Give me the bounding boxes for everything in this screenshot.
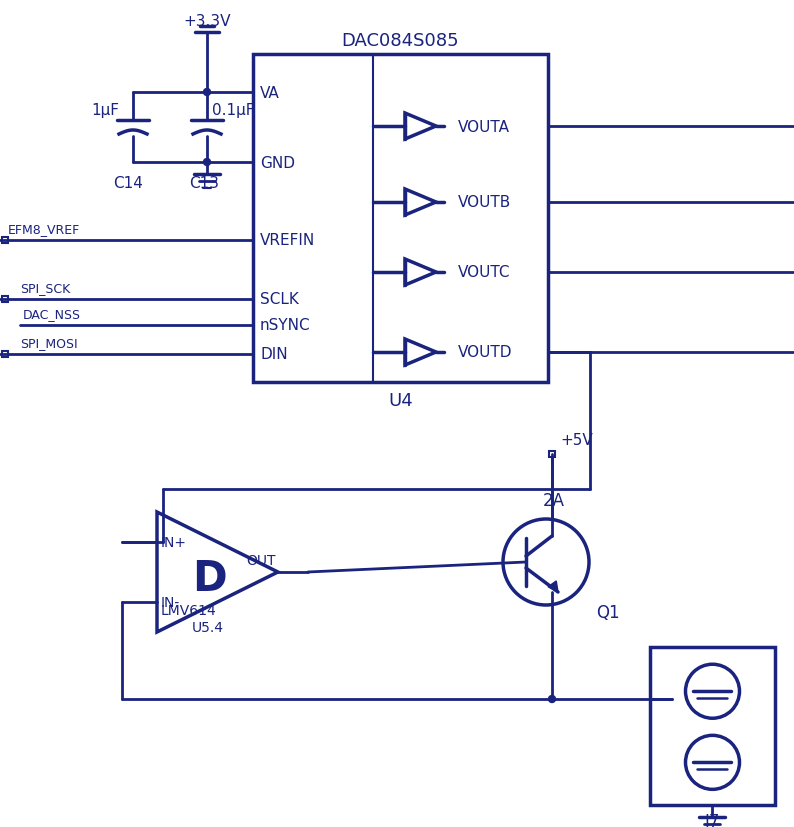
Text: 2A: 2A xyxy=(543,491,565,509)
Circle shape xyxy=(203,89,210,97)
Bar xyxy=(2,297,8,303)
Text: LMV614: LMV614 xyxy=(161,603,217,617)
Text: GND: GND xyxy=(260,155,295,170)
Bar xyxy=(549,452,555,457)
Bar xyxy=(2,237,8,244)
Text: Q1: Q1 xyxy=(596,603,619,621)
Text: U4: U4 xyxy=(388,391,413,409)
Text: OUT: OUT xyxy=(246,553,276,567)
Text: SPI_MOSI: SPI_MOSI xyxy=(20,337,78,350)
Polygon shape xyxy=(405,260,436,285)
Text: DAC_NSS: DAC_NSS xyxy=(23,308,81,321)
Polygon shape xyxy=(548,581,558,592)
Polygon shape xyxy=(157,513,278,632)
Text: C13: C13 xyxy=(189,175,219,190)
Text: VOUTA: VOUTA xyxy=(458,119,510,134)
Text: +5V: +5V xyxy=(560,433,593,448)
Polygon shape xyxy=(405,340,436,366)
Circle shape xyxy=(549,696,556,703)
Bar xyxy=(650,648,775,805)
Text: DAC084S085: DAC084S085 xyxy=(341,32,459,50)
Polygon shape xyxy=(405,114,436,140)
Text: EFM8_VREF: EFM8_VREF xyxy=(8,223,80,237)
Text: VA: VA xyxy=(260,85,279,100)
Text: U5.4: U5.4 xyxy=(192,620,224,634)
Bar xyxy=(253,55,548,383)
Text: 1μF: 1μF xyxy=(91,103,119,118)
Text: SPI_SCK: SPI_SCK xyxy=(20,282,70,295)
Text: DIN: DIN xyxy=(260,347,287,362)
Text: 0.1μF: 0.1μF xyxy=(212,103,255,118)
Text: VOUTD: VOUTD xyxy=(458,345,512,360)
Text: IN+: IN+ xyxy=(161,535,187,549)
Text: +3.3V: +3.3V xyxy=(183,15,231,30)
Text: C14: C14 xyxy=(113,175,143,190)
Text: IN-: IN- xyxy=(161,595,180,609)
Text: D: D xyxy=(192,557,227,600)
Circle shape xyxy=(203,160,210,166)
Text: VOUTC: VOUTC xyxy=(458,265,511,280)
Text: VREFIN: VREFIN xyxy=(260,233,315,248)
Text: SCLK: SCLK xyxy=(260,292,299,307)
Polygon shape xyxy=(405,189,436,216)
Circle shape xyxy=(669,696,676,703)
Text: VOUTB: VOUTB xyxy=(458,195,511,210)
Text: J7: J7 xyxy=(705,812,720,827)
Text: nSYNC: nSYNC xyxy=(260,318,310,333)
Bar xyxy=(2,351,8,357)
